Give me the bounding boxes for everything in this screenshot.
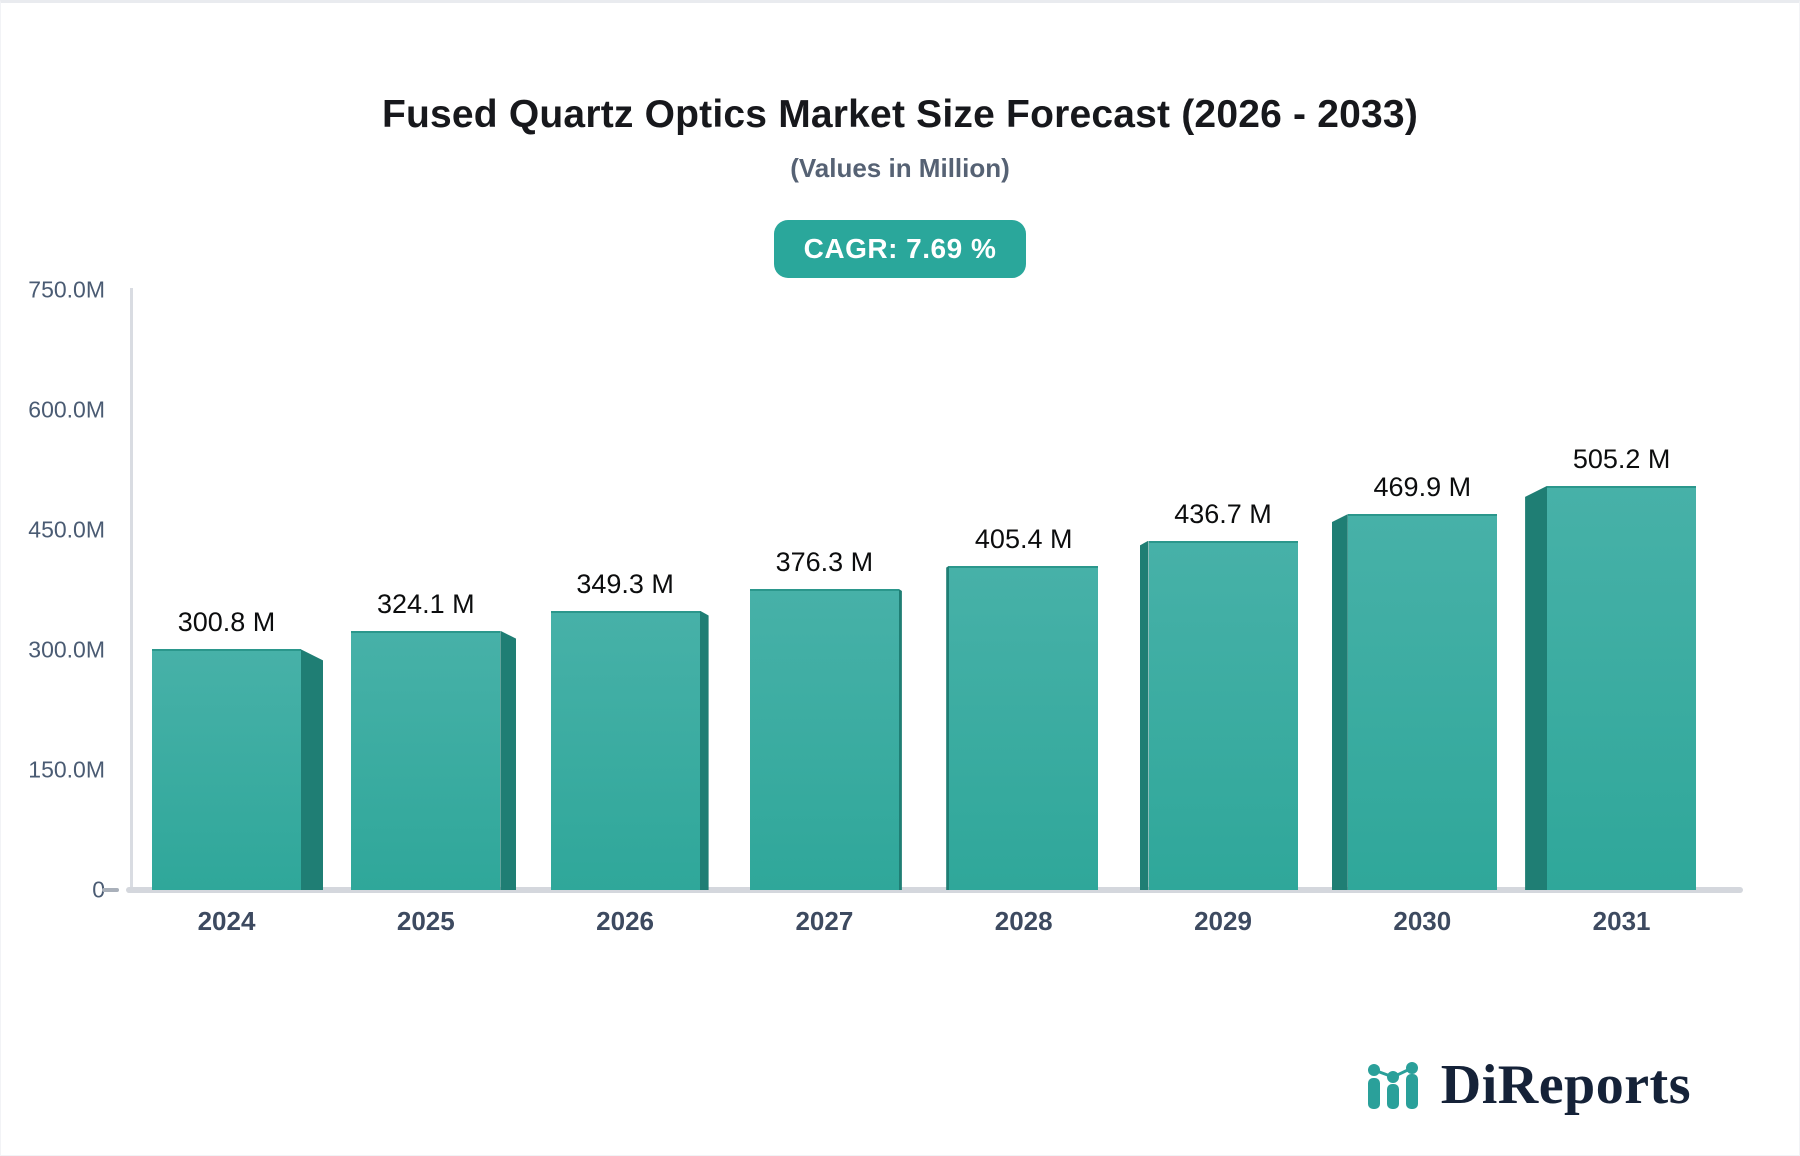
x-axis-category-label: 2025 [396,906,455,936]
bar-2028[interactable] [949,565,1099,890]
bar-value-label: 349.3 M [576,568,674,599]
bar-2029-3d-side [1139,540,1149,890]
chart-header: Fused Quartz Optics Market Size Forecast… [1,3,1799,278]
x-axis-category-label: 2027 [795,906,854,936]
bar-2030[interactable] [1347,514,1497,890]
bar-value-label: 324.1 M [377,588,475,619]
bar-2029[interactable] [1148,540,1298,890]
cagr-badge: CAGR: 7.69 % [773,219,1027,278]
x-axis-category-label: 2030 [1393,906,1452,936]
x-axis-category-label: 2028 [994,906,1053,936]
bar-2024-3d-side [301,649,323,890]
zero-tick-mark [102,888,119,892]
y-axis-tick-label: 300.0M [28,636,105,663]
bar-value-label: 405.4 M [974,523,1073,554]
bar-2027-3d-side [898,588,902,890]
bar-2028-3d-side [946,565,950,890]
bar-2031-3d-side [1525,485,1548,890]
bar-value-label: 300.8 M [177,607,276,638]
bar-2027[interactable] [749,588,899,890]
bar-2024[interactable] [152,649,301,890]
bar-chart: 750.0M 600.0M 450.0M 300.0M 150.0M 0 300.8 M 20… [1,3,1799,1155]
y-axis-tick-label: 750.0M [28,276,105,303]
bar-2030-3d-side [1331,514,1348,890]
logo-bar-chart-icon [1367,1062,1418,1109]
logo-text: DiReports [1440,1054,1691,1116]
y-axis-tick-label: 150.0M [28,756,105,783]
y-axis-tick-label: 600.0M [28,396,105,423]
bar-value-label: 376.3 M [775,546,874,577]
y-axis-tick-label: 0 [92,876,105,903]
direports-logo: DiReports [1367,1057,1691,1113]
y-axis-line [130,288,133,893]
bar-2026[interactable] [550,610,700,890]
x-axis-category-label: 2026 [596,906,655,936]
bar-value-label: 469.9 M [1373,472,1472,503]
bar-2026-3d-side [699,610,709,890]
x-axis-baseline [126,887,1743,893]
x-axis-category-label: 2029 [1194,906,1252,936]
bar-value-label: 436.7 M [1174,498,1272,529]
bar-2025[interactable] [351,630,501,890]
y-axis-tick-label: 450.0M [28,516,105,543]
bar-2031[interactable] [1547,485,1697,890]
bar-value-label: 505.2 M [1572,443,1671,474]
chart-title: Fused Quartz Optics Market Size Forecast… [381,93,1419,136]
chart-subtitle: (Values in Million) [790,152,1010,183]
x-axis-category-label: 2031 [1592,906,1651,936]
x-axis-category-label: 2024 [197,906,256,936]
bar-2025-3d-side [500,630,517,890]
